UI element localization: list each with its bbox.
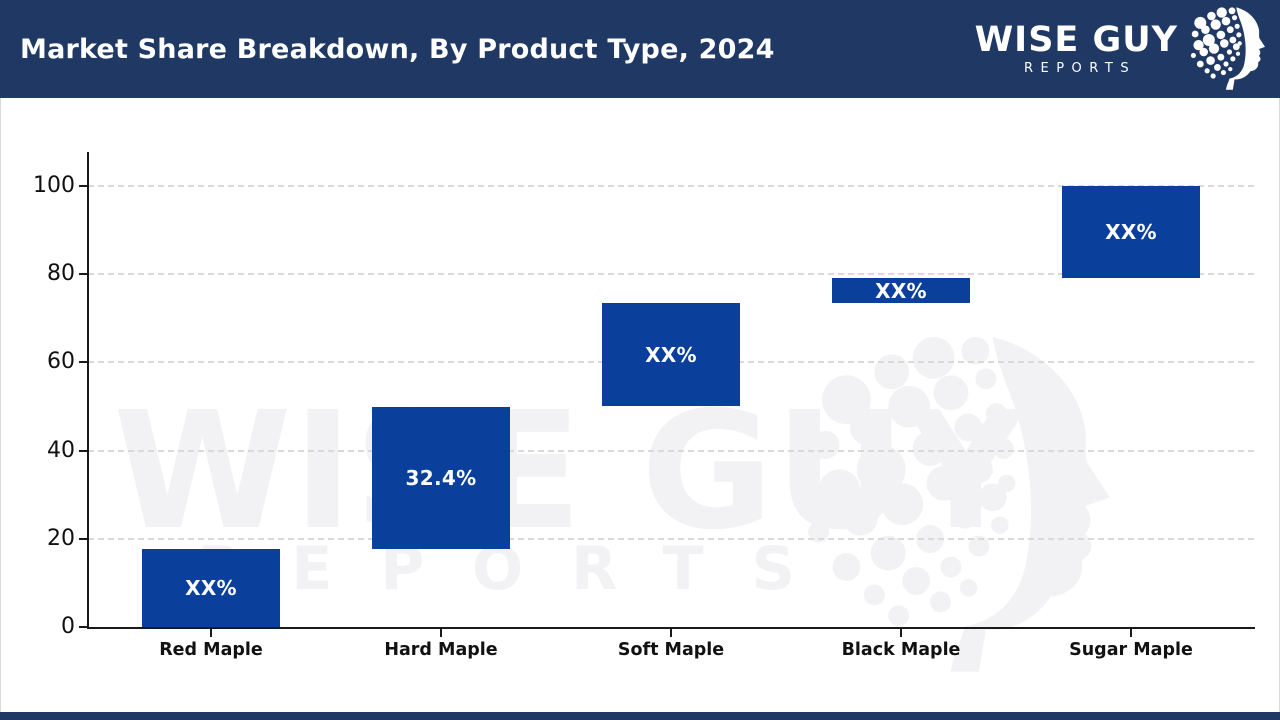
y-axis-tick	[79, 537, 88, 540]
bar-value-label: 32.4%	[405, 465, 477, 490]
bar-black-maple: XX%	[832, 277, 970, 304]
x-axis-line	[87, 627, 1255, 629]
x-category-label: Hard Maple	[384, 640, 498, 660]
logo-wordmark: WISE GUY	[974, 20, 1178, 61]
y-axis-tick-label: 40	[47, 437, 75, 463]
watermark-subtitle: REPORTS	[197, 534, 843, 604]
wise-guy-head-icon	[1190, 7, 1265, 90]
chart-title: Market Share Breakdown, By Product Type,…	[20, 33, 775, 65]
header-bar: Market Share Breakdown, By Product Type,…	[0, 0, 1280, 98]
x-axis-tick	[440, 629, 442, 637]
gridline	[88, 537, 1254, 540]
y-axis-tick-label: 100	[33, 173, 75, 198]
y-axis-tick	[79, 626, 88, 628]
y-axis-tick-label: 60	[47, 349, 75, 375]
x-category-label: Soft Maple	[617, 640, 725, 660]
footer-bar	[0, 712, 1280, 720]
y-axis-tick-label: 0	[61, 614, 75, 639]
bar-soft-maple: XX%	[602, 303, 740, 407]
watermark-head-icon	[808, 336, 1110, 672]
x-axis-tick	[210, 629, 212, 637]
bar-sugar-maple: XX%	[1062, 186, 1200, 278]
logo-text: WISE GUY REPORTS	[975, 22, 1178, 76]
x-axis-tick	[670, 629, 672, 637]
wise-guy-logo: WISE GUY REPORTS	[975, 4, 1270, 94]
y-axis-tick	[79, 185, 88, 187]
y-axis-tick	[79, 449, 88, 452]
x-axis-tick	[900, 629, 902, 637]
y-axis-tick-label: 80	[47, 261, 75, 287]
bar-value-label: XX%	[645, 342, 697, 367]
y-axis-tick-label: 20	[47, 525, 75, 551]
bar-hard-maple: 32.4%	[372, 406, 510, 550]
bar-value-label: XX%	[875, 278, 927, 303]
x-axis-tick	[1130, 629, 1132, 637]
x-category-label: Sugar Maple	[1069, 640, 1193, 660]
bar-value-label: XX%	[185, 576, 237, 601]
gridline	[88, 449, 1254, 452]
logo-subtitle: REPORTS	[1023, 60, 1137, 76]
y-axis-tick	[79, 273, 88, 276]
y-axis-line	[87, 152, 89, 629]
bar-red-maple: XX%	[142, 549, 280, 627]
gridline	[88, 273, 1254, 276]
x-category-label: Red Maple	[159, 640, 263, 660]
x-category-label: Black Maple	[841, 640, 961, 660]
bar-value-label: XX%	[1105, 219, 1157, 244]
y-axis-tick	[79, 361, 88, 364]
gridline	[88, 185, 1254, 187]
